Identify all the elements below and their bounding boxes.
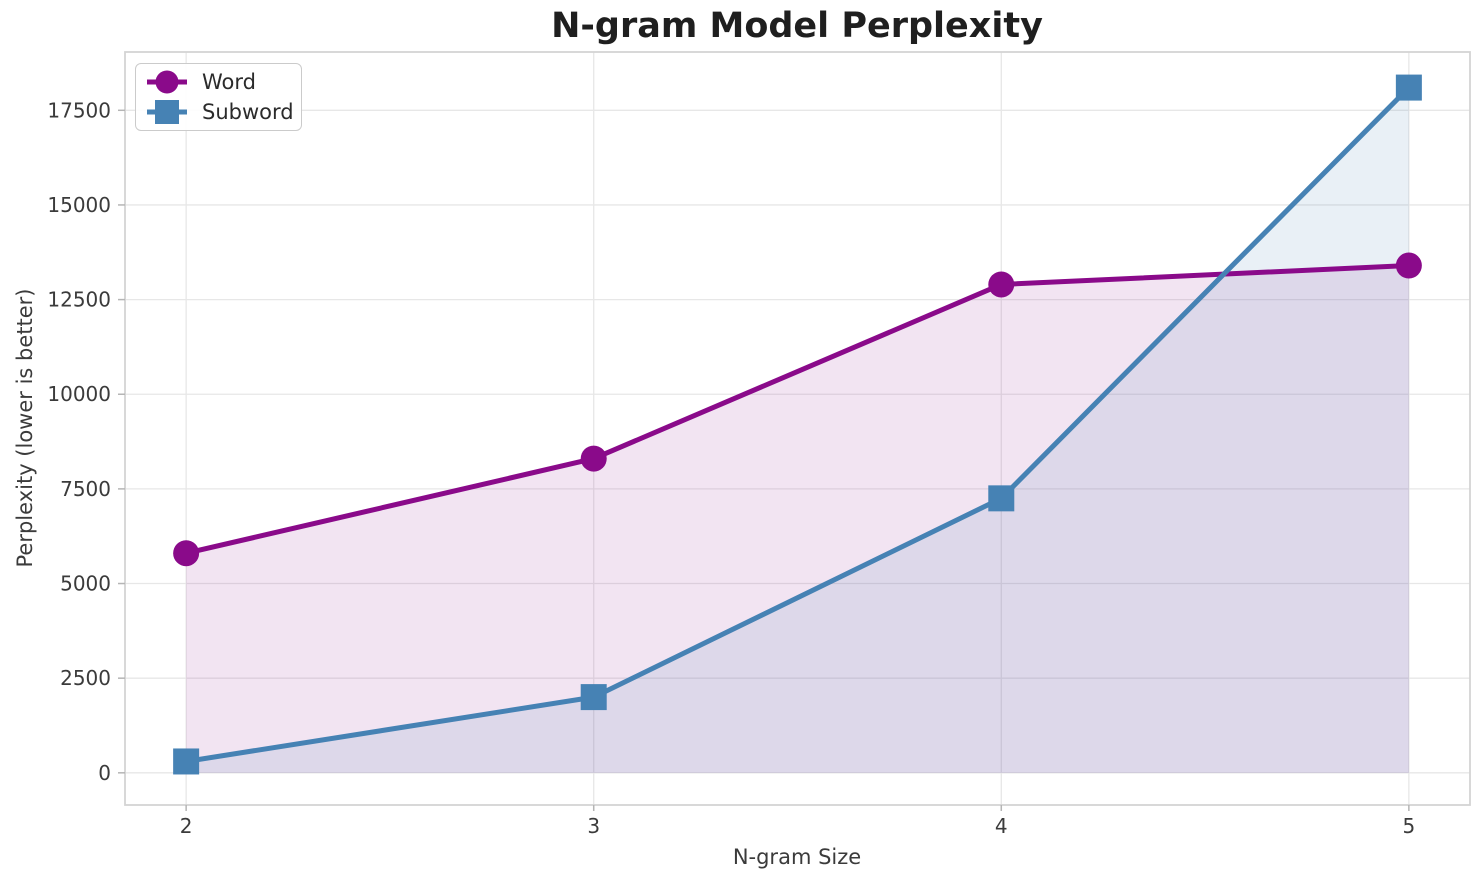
subword-data-point bbox=[173, 748, 200, 775]
word-data-point bbox=[988, 271, 1015, 298]
legend: Word Subword bbox=[135, 63, 302, 131]
y-tick-label: 17500 bbox=[47, 98, 111, 122]
subword-series-line bbox=[183, 85, 1412, 764]
chart-title: N-gram Model Perplexity bbox=[551, 6, 1043, 46]
word-data-point bbox=[173, 540, 200, 567]
x-tick-label: 2 bbox=[180, 814, 193, 838]
gridlines bbox=[125, 52, 1470, 805]
legend-item-word: Word bbox=[145, 67, 292, 97]
subword-data-point bbox=[1395, 74, 1422, 101]
subword-data-point bbox=[580, 684, 607, 711]
subword-series bbox=[173, 74, 1422, 775]
subword-data-point bbox=[988, 485, 1015, 512]
y-tick-label: 0 bbox=[98, 761, 111, 785]
tick-labels: 0 2500 5000 7500 10000 12500 15000 17500 2 3 4 5 bbox=[47, 98, 1415, 838]
word-data-point bbox=[1395, 252, 1422, 279]
y-tick-label: 15000 bbox=[47, 193, 111, 217]
word-data-point bbox=[580, 445, 607, 472]
x-axis-label: N-gram Size bbox=[732, 845, 862, 869]
legend-item-subword: Subword bbox=[145, 97, 294, 127]
y-tick-label: 7500 bbox=[60, 477, 111, 501]
legend-label-subword: Subword bbox=[202, 100, 294, 124]
x-tick-label: 4 bbox=[995, 814, 1008, 838]
subword-series-marker-icon bbox=[147, 100, 187, 124]
word-series-marker-icon bbox=[147, 70, 187, 94]
y-tick-label: 10000 bbox=[47, 382, 111, 406]
word-series-line bbox=[183, 263, 1412, 556]
subword-series-fill bbox=[186, 87, 1409, 773]
x-tick-label: 3 bbox=[587, 814, 600, 838]
y-tick-label: 2500 bbox=[60, 666, 111, 690]
axes-border bbox=[124, 51, 1471, 806]
y-tick-label: 5000 bbox=[60, 572, 111, 596]
series-fills bbox=[186, 87, 1409, 773]
y-axis-label: Perplexity (lower is better) bbox=[13, 288, 37, 568]
x-tick-label: 5 bbox=[1402, 814, 1415, 838]
word-series bbox=[173, 252, 1422, 567]
y-tick-label: 12500 bbox=[47, 288, 111, 312]
legend-label-word: Word bbox=[202, 70, 256, 94]
tick-marks bbox=[118, 109, 1410, 811]
